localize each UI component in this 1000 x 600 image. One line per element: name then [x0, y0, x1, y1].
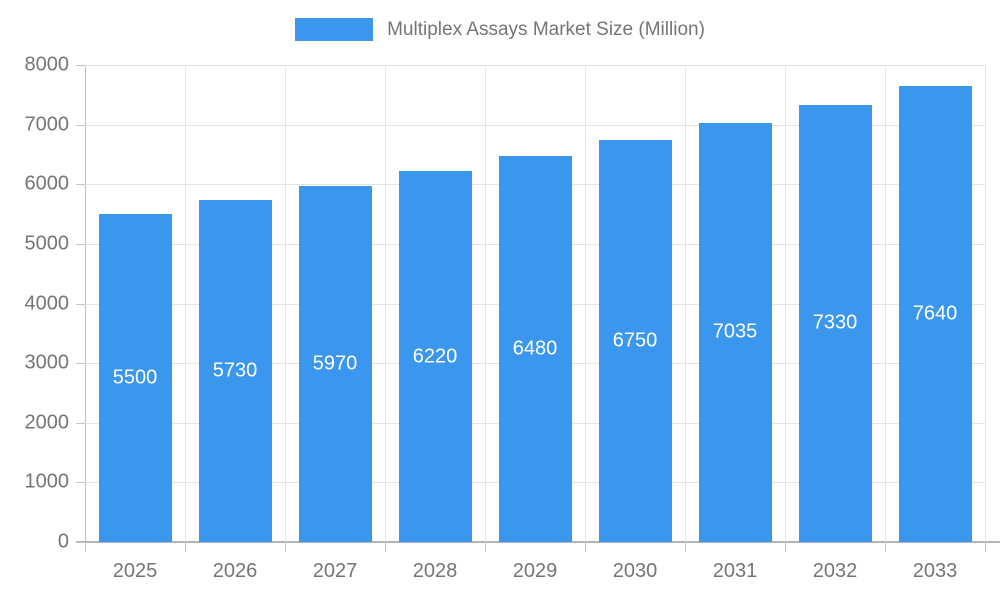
y-axis-tick	[76, 243, 85, 245]
gridline-vertical	[285, 65, 286, 542]
x-axis-tick	[85, 542, 86, 552]
bar-value-label: 5970	[312, 352, 358, 375]
x-axis-label: 2028	[412, 560, 458, 582]
x-axis-label: 2026	[212, 560, 258, 582]
y-axis-label: 0	[57, 530, 69, 553]
x-axis-tick	[985, 542, 986, 552]
gridline-horizontal	[85, 124, 985, 126]
bar-value-label: 6220	[412, 345, 458, 368]
x-axis-label: 2033	[912, 560, 958, 582]
bar-value-label: 5730	[212, 359, 258, 382]
gridline-vertical	[685, 65, 686, 542]
y-axis-tick	[76, 363, 85, 365]
x-axis-label: 2031	[712, 560, 758, 582]
bar-value-label: 7330	[812, 311, 858, 334]
x-axis-tick	[685, 542, 686, 552]
y-axis-tick	[76, 65, 85, 66]
plot-area: 0 1000 2000 3000 4000 5000 6000 7000 8000 5500 202…	[25, 54, 1000, 582]
bar-value-label: 5500	[112, 366, 158, 389]
y-axis-label: 6000	[24, 172, 70, 195]
bar[interactable]: 6750	[598, 139, 672, 542]
y-axis-label: 3000	[24, 351, 70, 374]
y-axis-line	[85, 65, 86, 552]
x-axis-tick	[585, 542, 586, 552]
x-axis-line	[76, 541, 1000, 543]
gridline-vertical	[185, 65, 186, 542]
bar[interactable]: 5730	[198, 200, 272, 542]
y-axis-tick	[76, 542, 85, 543]
gridline-vertical	[785, 65, 786, 542]
y-axis-tick	[76, 124, 85, 126]
x-axis-label: 2032	[812, 560, 858, 582]
gridline-vertical	[585, 65, 586, 542]
bar-value-label: 7640	[912, 302, 958, 325]
bar-value-label: 6480	[512, 337, 558, 360]
bar[interactable]: 6220	[398, 171, 472, 542]
bar[interactable]: 5970	[298, 186, 372, 542]
gridline-horizontal	[85, 65, 985, 66]
y-axis-tick	[76, 482, 85, 484]
x-axis-tick	[285, 542, 286, 552]
bar[interactable]: 7640	[898, 86, 972, 542]
x-axis-label: 2027	[312, 560, 358, 582]
x-axis-label: 2029	[512, 560, 558, 582]
y-axis-label: 5000	[24, 232, 70, 255]
x-axis-label: 2030	[612, 560, 658, 582]
x-axis-tick	[485, 542, 486, 552]
x-axis-label: 2025	[112, 560, 158, 582]
bar[interactable]: 6480	[498, 155, 572, 542]
legend-label: Multiplex Assays Market Size (Million)	[387, 18, 705, 40]
legend-swatch-icon	[295, 18, 374, 41]
x-axis-tick	[385, 542, 386, 552]
y-axis-tick	[76, 422, 85, 424]
gridline-vertical	[885, 65, 886, 542]
bar-value-label: 6750	[612, 329, 658, 352]
legend[interactable]: Multiplex Assays Market Size (Million)	[0, 18, 1000, 41]
y-axis-label: 1000	[24, 470, 70, 493]
bar[interactable]: 7330	[798, 104, 872, 542]
bar[interactable]: 7035	[698, 122, 772, 542]
y-axis-label: 7000	[24, 113, 70, 136]
x-axis-tick	[185, 542, 186, 552]
y-axis-tick	[76, 184, 85, 186]
bar-value-label: 7035	[712, 320, 758, 343]
y-axis-tick	[76, 303, 85, 305]
y-axis-label: 2000	[24, 411, 70, 434]
x-axis-tick	[785, 542, 786, 552]
y-axis-label: 8000	[24, 53, 70, 76]
gridline-vertical	[385, 65, 386, 542]
gridline-vertical	[485, 65, 486, 542]
gridline-vertical	[985, 65, 986, 542]
bar[interactable]: 5500	[98, 214, 172, 542]
x-axis-tick	[885, 542, 886, 552]
y-axis-label: 4000	[24, 292, 70, 314]
